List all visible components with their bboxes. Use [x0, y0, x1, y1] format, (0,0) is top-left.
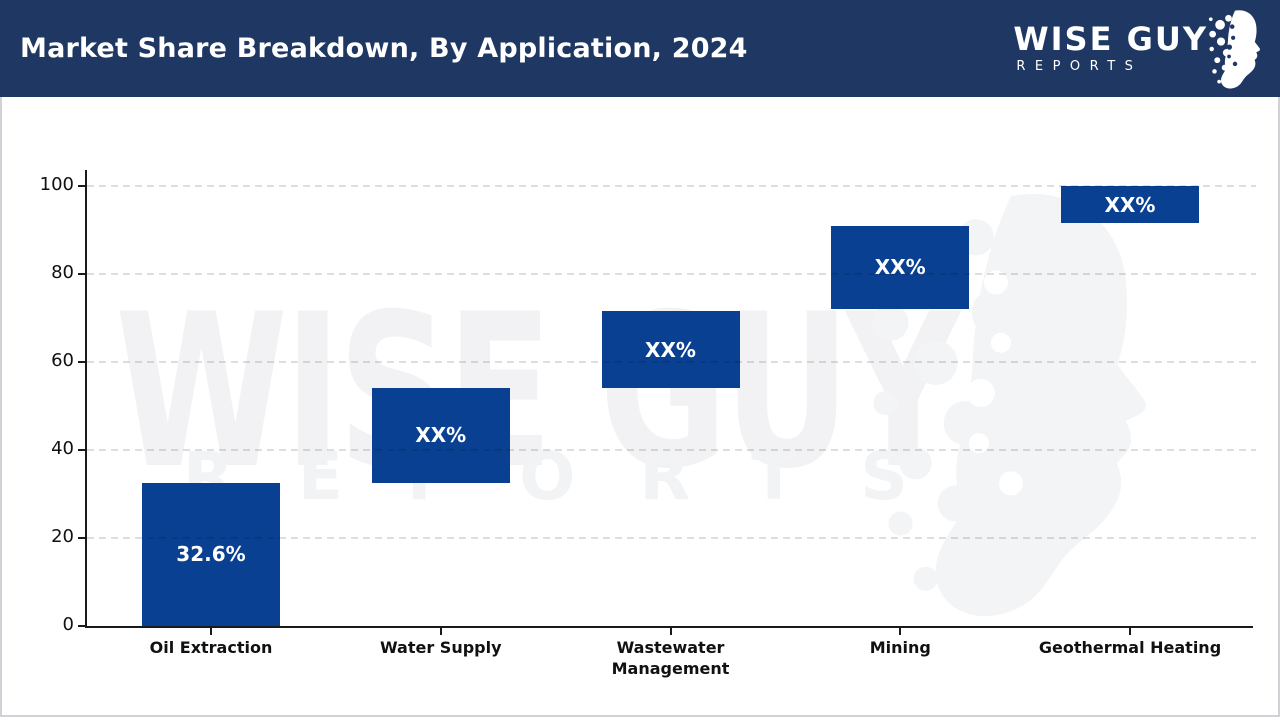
- y-axis-line: [85, 170, 87, 628]
- y-tick-mark: [78, 537, 87, 539]
- y-tick-mark: [78, 449, 87, 451]
- bar-mining: XX%: [831, 225, 970, 310]
- x-tick-mark: [439, 627, 442, 635]
- header: Market Share Breakdown, By Application, …: [0, 0, 1280, 97]
- gridline-40: [87, 449, 1256, 451]
- bar-value-label: 32.6%: [176, 542, 246, 567]
- gridline-80: [87, 273, 1256, 275]
- y-tick-label: 0: [62, 614, 74, 635]
- brand-head-icon: [1208, 9, 1261, 89]
- y-tick-label: 100: [39, 174, 74, 195]
- y-tick-mark: [78, 625, 87, 627]
- bar-value-label: XX%: [874, 255, 926, 280]
- brand-logo: WISE GUY REPORTS: [1013, 8, 1266, 90]
- watermark-head-icon: [870, 193, 1146, 617]
- y-tick-label: 60: [51, 350, 74, 371]
- watermark-subtext: REPORTS: [183, 438, 972, 515]
- gridline-100: [87, 185, 1256, 187]
- y-tick-label: 40: [51, 438, 74, 459]
- x-category-label: Geothermal Heating: [1038, 638, 1222, 657]
- brand-name: WISE GUY: [1013, 20, 1208, 59]
- bar-oil-extraction: 32.6%: [142, 482, 280, 626]
- watermark-text: WISE GUY: [115, 268, 960, 515]
- y-tick-label: 80: [51, 262, 74, 283]
- y-tick-mark: [78, 361, 87, 363]
- y-tick-mark: [78, 185, 87, 187]
- x-axis-line: [85, 626, 1253, 628]
- bar-value-label: XX%: [415, 423, 467, 448]
- brand-text: WISE GUY REPORTS: [1013, 23, 1208, 74]
- x-tick-mark: [899, 627, 902, 635]
- y-tick-mark: [78, 273, 87, 275]
- x-tick-mark: [1129, 627, 1131, 635]
- gridline-60: [87, 361, 1256, 363]
- bar-water-supply: XX%: [371, 388, 510, 483]
- x-category-label: Oil Extraction: [149, 638, 273, 657]
- chart-title: Market Share Breakdown, By Application, …: [20, 33, 748, 64]
- brand-tagline: REPORTS: [1016, 58, 1143, 74]
- bar-value-label: XX%: [1104, 192, 1156, 217]
- x-category-label: Wastewater Management: [611, 638, 730, 678]
- gridline-20: [87, 537, 1256, 539]
- x-category-label: Mining: [869, 638, 931, 657]
- bar-value-label: XX%: [645, 337, 696, 362]
- x-tick-mark: [669, 627, 672, 635]
- bar-geothermal-heating: XX%: [1061, 186, 1199, 224]
- bar-wastewater-management: XX%: [601, 311, 740, 389]
- x-tick-mark: [210, 627, 212, 635]
- x-category-label: Water Supply: [379, 638, 502, 657]
- y-tick-label: 20: [51, 526, 74, 547]
